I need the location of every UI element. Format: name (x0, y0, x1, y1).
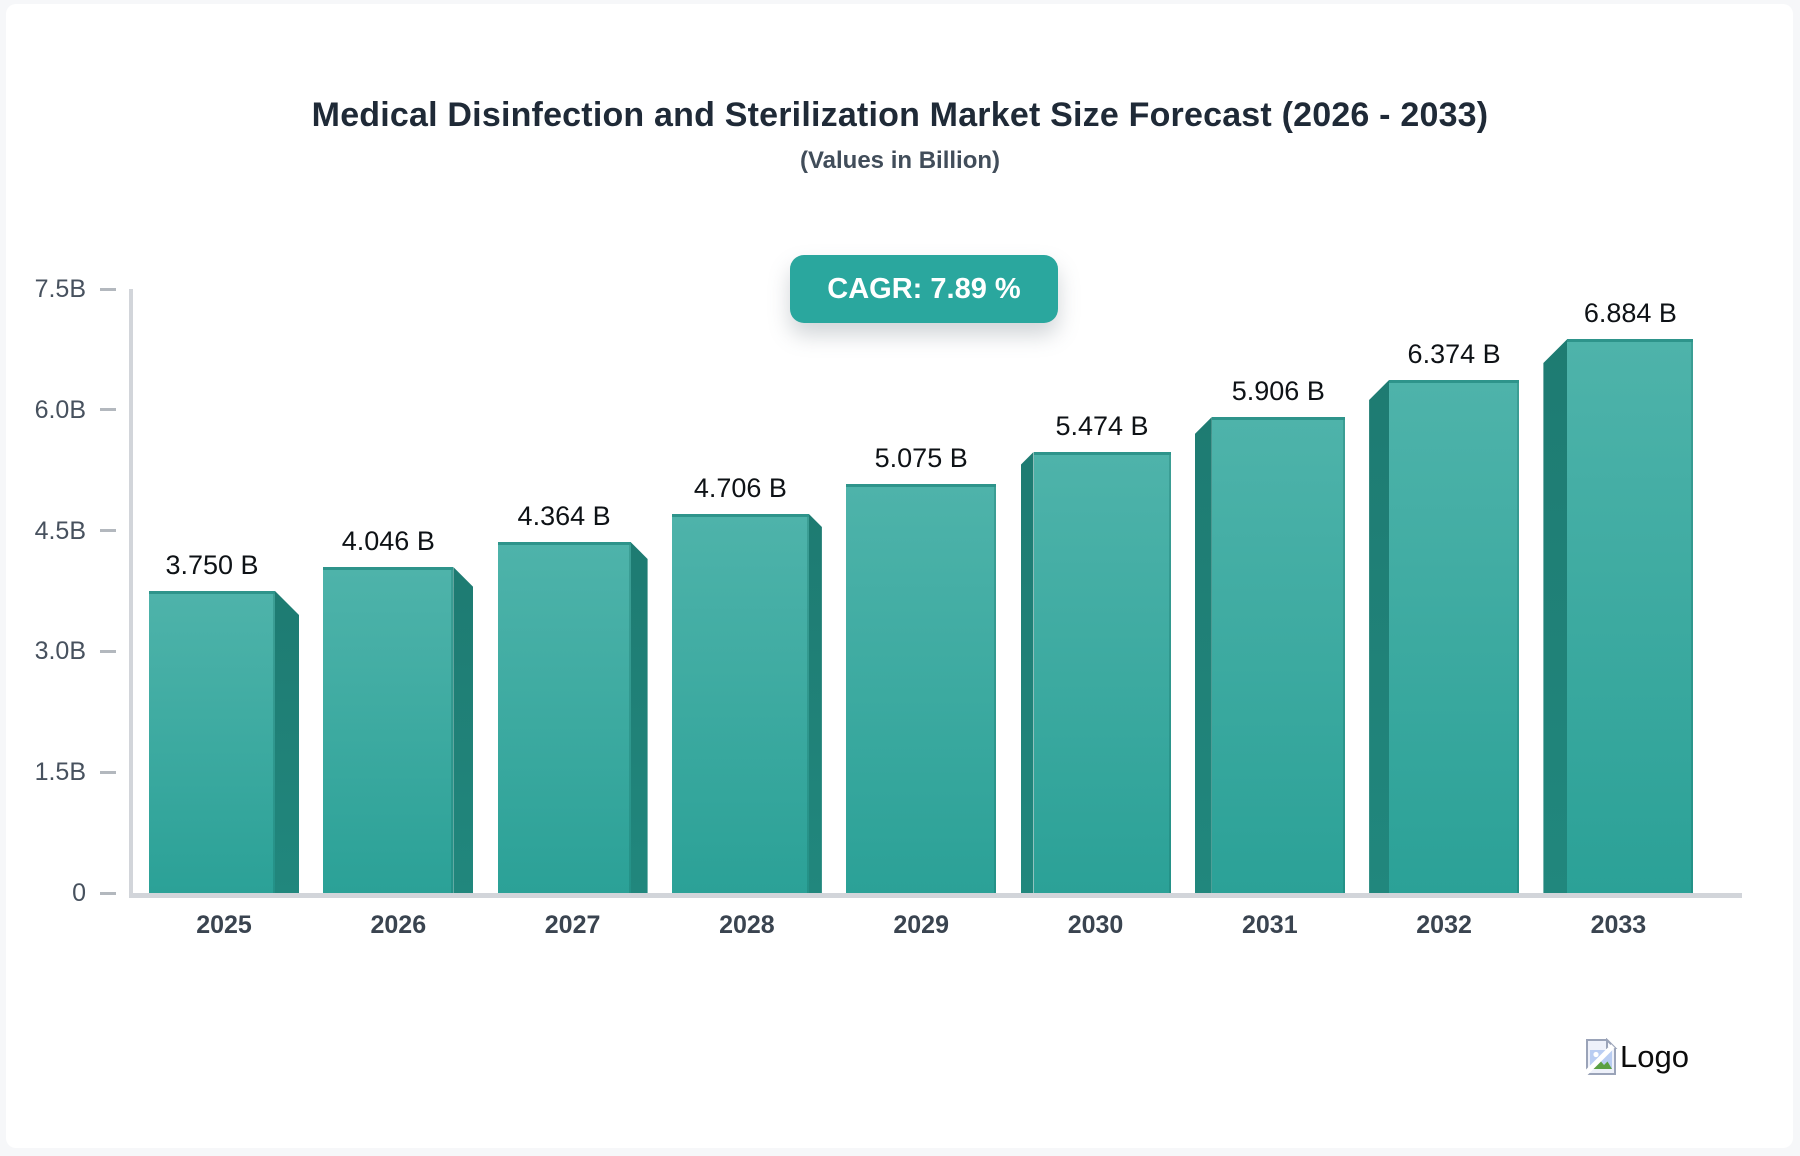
bar-value-label: 4.364 B (517, 501, 611, 531)
logo-text: Logo (1620, 1039, 1689, 1074)
bar-body (1389, 380, 1520, 893)
bar-body (497, 542, 631, 893)
x-axis-label: 2026 (370, 911, 427, 939)
y-tick-label: 7.5B (34, 275, 86, 303)
bar-body (1033, 452, 1171, 893)
y-tick-label: 0 (72, 879, 86, 907)
bar-side-face (1020, 452, 1034, 893)
bar-body (323, 567, 454, 893)
bar-side-face (275, 591, 299, 893)
bar-value-label: 5.075 B (874, 443, 968, 473)
chart-subtitle: (Values in Billion) (799, 147, 1001, 174)
bar-side-face (808, 514, 822, 893)
bar-value-label: 4.046 B (341, 526, 435, 556)
y-tick-dash (100, 408, 116, 412)
y-axis-line (129, 289, 133, 893)
bar-body (1211, 417, 1345, 893)
logo: Logo (1582, 1037, 1689, 1077)
bar-body (1567, 339, 1694, 893)
bar-value-label: 4.706 B (693, 473, 787, 503)
broken-image-icon (1582, 1037, 1619, 1077)
y-tick-label: 3.0B (34, 637, 86, 666)
x-axis-line (129, 893, 1742, 898)
x-axis-label: 2033 (1590, 911, 1647, 939)
y-tick-label: 4.5B (34, 516, 86, 545)
x-axis-label: 2027 (544, 911, 601, 939)
y-tick-dash (100, 770, 116, 774)
y-tick-dash (100, 649, 116, 653)
y-tick-label: 6.0B (34, 395, 86, 424)
x-axis-label: 2030 (1067, 911, 1124, 939)
bar-value-label: 3.750 B (165, 550, 259, 580)
x-axis-label: 2031 (1241, 911, 1298, 939)
x-axis-label: 2025 (196, 911, 252, 939)
bar-side-face (630, 542, 648, 893)
y-tick-dash (100, 287, 116, 291)
x-axis-label: 2028 (719, 911, 775, 939)
bar-side-face (1194, 417, 1212, 893)
y-tick-dash (100, 891, 116, 895)
x-axis-label: 2032 (1416, 911, 1472, 939)
chart-title: Medical Disinfection and Sterilization M… (311, 96, 1489, 134)
bar-body (149, 591, 275, 893)
bar-side-face (1369, 380, 1390, 893)
bar-value-label: 5.474 B (1055, 411, 1149, 441)
bar-value-label: 6.374 B (1407, 339, 1501, 369)
x-axis-label: 2029 (893, 911, 949, 939)
y-tick-label: 1.5B (34, 758, 86, 787)
bar-side-face (1543, 339, 1568, 893)
bar-side-face (453, 567, 474, 893)
bar-body (846, 484, 997, 893)
bar-value-label: 5.906 B (1231, 376, 1325, 406)
y-tick-dash (100, 529, 116, 533)
cagr-badge: CAGR: 7.89 % (790, 255, 1058, 323)
cagr-badge-label: CAGR: 7.89 % (827, 272, 1021, 305)
bar-value-label: 6.884 B (1583, 298, 1677, 328)
bar-body (671, 514, 809, 893)
